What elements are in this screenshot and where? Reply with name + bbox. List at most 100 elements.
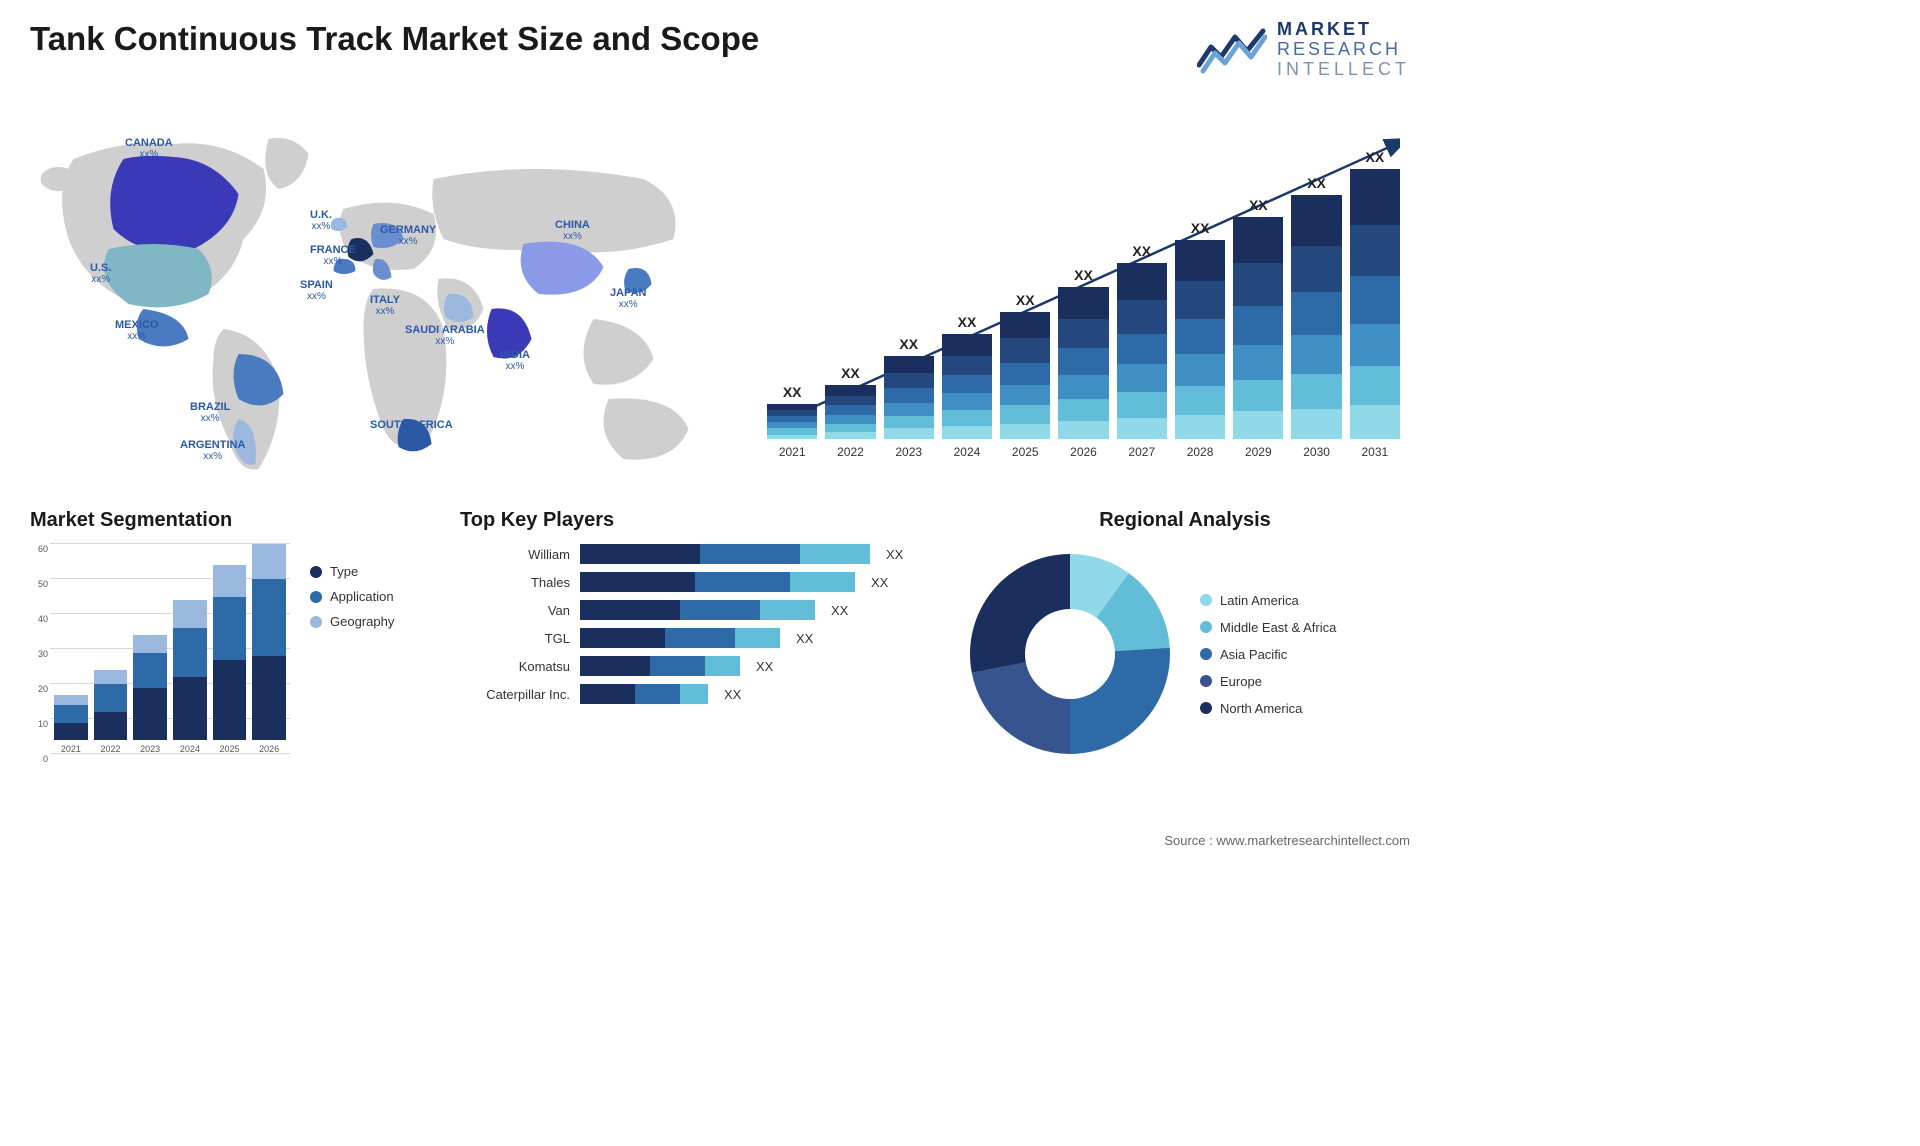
player-row: Van XX [460,600,930,620]
growth-bar: XX 2028 [1175,220,1225,459]
player-row: TGL XX [460,628,930,648]
map-label: FRANCExx% [310,244,356,267]
players-title: Top Key Players [460,509,930,532]
growth-bar-year: 2031 [1361,445,1388,459]
legend-item: Europe [1200,674,1336,689]
growth-bar: XX 2021 [767,384,817,459]
growth-bar-year: 2021 [779,445,806,459]
player-value: XX [886,547,903,562]
segmentation-bar: 2021 [54,695,88,755]
legend-item: Asia Pacific [1200,647,1336,662]
player-name: William [460,547,570,562]
map-label: SPAINxx% [300,279,333,302]
growth-bar-year: 2026 [1070,445,1097,459]
map-label: GERMANYxx% [380,224,436,247]
map-label: BRAZILxx% [190,401,230,424]
legend-item: Middle East & Africa [1200,620,1336,635]
map-label: U.S.xx% [90,262,111,285]
growth-bar-value: XX [1074,267,1093,283]
legend-item: North America [1200,701,1336,716]
growth-bar-year: 2028 [1187,445,1214,459]
player-value: XX [724,687,741,702]
regional-title: Regional Analysis [960,509,1410,532]
segmentation-title: Market Segmentation [30,509,430,532]
legend-item: Type [310,564,394,579]
map-label: ITALYxx% [370,294,400,317]
growth-bar: XX 2025 [1000,292,1050,460]
segmentation-bar: 2023 [133,635,167,754]
players-chart: WilliamXXThalesXXVanXXTGLXXKomatsuXXCate… [460,544,930,704]
growth-bar-year: 2030 [1303,445,1330,459]
map-label: CHINAxx% [555,219,590,242]
player-value: XX [831,603,848,618]
growth-bar-year: 2023 [895,445,922,459]
growth-bar-year: 2029 [1245,445,1272,459]
legend-item: Latin America [1200,593,1336,608]
regional-donut [960,544,1180,764]
map-label: INDIAxx% [500,349,530,372]
player-row: William XX [460,544,930,564]
player-name: Komatsu [460,659,570,674]
growth-bar-year: 2022 [837,445,864,459]
player-value: XX [756,659,773,674]
legend-item: Geography [310,614,394,629]
source-text: Source : www.marketresearchintellect.com [1164,833,1410,848]
growth-bar: XX 2031 [1350,149,1400,459]
logo-line3: INTELLECT [1277,60,1410,80]
segmentation-bar: 2026 [252,544,286,754]
growth-bar: XX 2026 [1058,267,1108,459]
world-map: CANADAxx% U.S.xx% MEXICOxx% BRAZILxx% ARGENT… [30,99,737,479]
growth-bar: XX 2029 [1233,197,1283,460]
growth-bar-value: XX [1249,197,1268,213]
growth-bar-year: 2024 [954,445,981,459]
segmentation-panel: Market Segmentation 0102030405060 202120… [30,509,430,774]
regional-legend: Latin America Middle East & Africa Asia Pa… [1200,593,1336,716]
player-row: Thales XX [460,572,930,592]
players-panel: Top Key Players WilliamXXThalesXXVanXXTG… [460,509,930,774]
growth-bar: XX 2022 [825,365,875,460]
segmentation-legend: Type Application Geography [310,544,394,629]
player-row: Komatsu XX [460,656,930,676]
growth-bar-value: XX [1016,292,1035,308]
growth-bar: XX 2027 [1117,243,1167,459]
logo-line1: MARKET [1277,20,1410,40]
growth-bar-value: XX [899,336,918,352]
segmentation-bar: 2025 [213,565,247,754]
map-label: MEXICOxx% [115,319,158,342]
growth-bar: XX 2024 [942,314,992,460]
segmentation-bar: 2024 [173,600,207,754]
map-label: ARGENTINAxx% [180,439,245,462]
player-name: Van [460,603,570,618]
map-label: JAPANxx% [610,287,646,310]
growth-bar-value: XX [1307,175,1326,191]
regional-panel: Regional Analysis Latin America Middle Ea… [960,509,1410,774]
growth-bar-year: 2025 [1012,445,1039,459]
map-label: CANADAxx% [125,137,173,160]
growth-bar: XX 2030 [1291,175,1341,459]
player-row: Caterpillar Inc. XX [460,684,930,704]
growth-bar-value: XX [1132,243,1151,259]
map-label: SAUDI ARABIAxx% [405,324,485,347]
player-name: Caterpillar Inc. [460,687,570,702]
page-title: Tank Continuous Track Market Size and Sc… [30,20,759,58]
player-value: XX [871,575,888,590]
growth-bar: XX 2023 [884,336,934,460]
map-label: SOUTH AFRICAxx% [370,419,453,442]
growth-bar-year: 2027 [1128,445,1155,459]
growth-bar-value: XX [1365,149,1384,165]
player-name: Thales [460,575,570,590]
logo-line2: RESEARCH [1277,40,1410,60]
growth-bar-value: XX [841,365,860,381]
map-label: U.K.xx% [310,209,332,232]
logo-text: MARKET RESEARCH INTELLECT [1277,20,1410,79]
legend-item: Application [310,589,394,604]
growth-bar-value: XX [783,384,802,400]
logo-icon [1197,25,1267,75]
player-value: XX [796,631,813,646]
growth-bar-value: XX [958,314,977,330]
logo: MARKET RESEARCH INTELLECT [1197,20,1410,79]
segmentation-bar: 2022 [94,670,128,754]
growth-bar-value: XX [1191,220,1210,236]
player-name: TGL [460,631,570,646]
growth-chart: XX 2021 XX 2022 XX 2023 XX 2024 XX 2025 XX 2026 XX 20… [757,99,1410,479]
